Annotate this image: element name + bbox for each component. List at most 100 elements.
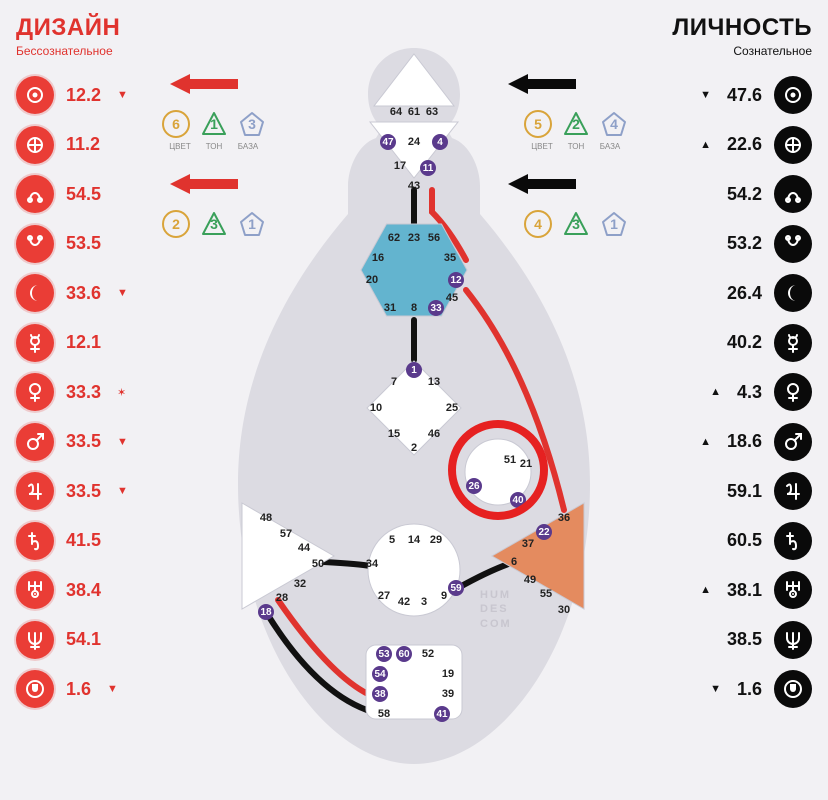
- gate-19: 19: [442, 668, 454, 680]
- gate-41: 41: [434, 706, 450, 722]
- nnode-icon: [16, 175, 54, 213]
- pers-value: 60.5: [727, 530, 762, 551]
- personality-row-pluto: ▼1.6: [662, 670, 812, 708]
- gate-50: 50: [312, 558, 324, 570]
- gate-61: 61: [408, 106, 420, 118]
- ctb-base-badge: 1: [238, 210, 266, 238]
- gate-42: 42: [398, 596, 410, 608]
- moon-icon: [774, 274, 812, 312]
- gate-4: 4: [432, 134, 448, 150]
- gate-8: 8: [411, 302, 417, 314]
- gate-37: 37: [522, 538, 534, 550]
- gate-39: 39: [442, 688, 454, 700]
- gate-6: 6: [511, 556, 517, 568]
- arrow-pers_bot: [508, 172, 576, 196]
- design-planet-list: 12.2▼11.254.553.533.6▼12.133.3✶33.5▼33.5…: [16, 76, 166, 708]
- design-row-nnode: 54.5: [16, 175, 166, 213]
- gate-16: 16: [372, 252, 384, 264]
- gate-64: 64: [390, 106, 402, 118]
- design-marker: ▼: [107, 683, 118, 695]
- personality-row-snode: 53.2: [662, 225, 812, 263]
- design-value: 12.1: [66, 332, 101, 353]
- highlight-ring: [448, 420, 548, 520]
- ctb-base-badge: 4: [600, 110, 628, 138]
- ctb-color-badge: 6: [162, 110, 190, 138]
- pers-value: 4.3: [737, 382, 762, 403]
- ctb-color-badge: 5: [524, 110, 552, 138]
- gate-33: 33: [428, 300, 444, 316]
- personality-row-nnode: 54.2: [662, 175, 812, 213]
- ctb-pers_bot: 431: [524, 210, 628, 238]
- pers-value: 38.5: [727, 629, 762, 650]
- personality-row-earth: ▲22.6: [662, 126, 812, 164]
- personality-row-moon: 26.4: [662, 274, 812, 312]
- ctb-labels: ЦВЕТТОНБАЗА: [166, 142, 262, 151]
- gate-52: 52: [422, 648, 434, 660]
- design-value: 1.6: [66, 679, 91, 700]
- design-value: 33.5: [66, 481, 101, 502]
- sun-icon: [774, 76, 812, 114]
- design-row-neptune: 54.1: [16, 621, 166, 659]
- neptune-icon: [774, 621, 812, 659]
- gate-60: 60: [396, 646, 412, 662]
- gate-47: 47: [380, 134, 396, 150]
- ctb-design_top: 613ЦВЕТТОНБАЗА: [162, 110, 266, 151]
- design-value: 41.5: [66, 530, 101, 551]
- ctb-color-badge: 2: [162, 210, 190, 238]
- gate-55: 55: [540, 588, 552, 600]
- gate-36: 36: [558, 512, 570, 524]
- pers-value: 26.4: [727, 283, 762, 304]
- moon-icon: [16, 274, 54, 312]
- gate-28: 28: [276, 592, 288, 604]
- pers-marker: ▲: [710, 386, 721, 398]
- arrow-design_bot: [170, 172, 238, 196]
- personality-title: ЛИЧНОСТЬ: [662, 14, 812, 42]
- personality-planet-list: ▼47.6▲22.654.253.226.440.2▲4.3▲18.659.16…: [662, 76, 812, 708]
- personality-row-sun: ▼47.6: [662, 76, 812, 114]
- watermark: HUM DES COM: [480, 588, 512, 631]
- personality-row-mars: ▲18.6: [662, 423, 812, 461]
- personality-row-jupiter: 59.1: [662, 472, 812, 510]
- earth-icon: [16, 126, 54, 164]
- gate-38: 38: [372, 686, 388, 702]
- pers-value: 47.6: [727, 85, 762, 106]
- watermark-l3: COM: [480, 617, 512, 631]
- gate-31: 31: [384, 302, 396, 314]
- gate-58: 58: [378, 708, 390, 720]
- design-value: 54.5: [66, 184, 101, 205]
- ctb-tone-badge: 2: [562, 110, 590, 138]
- center-ajna: [368, 120, 460, 180]
- gate-23: 23: [408, 232, 420, 244]
- gate-29: 29: [430, 534, 442, 546]
- gate-25: 25: [446, 402, 458, 414]
- gate-32: 32: [294, 578, 306, 590]
- gate-46: 46: [428, 428, 440, 440]
- pers-value: 53.2: [727, 233, 762, 254]
- personality-row-venus: ▲ 4.3: [662, 373, 812, 411]
- design-row-jupiter: 33.5 ▼: [16, 472, 166, 510]
- gate-20: 20: [366, 274, 378, 286]
- watermark-l1: HUM: [480, 588, 512, 602]
- gate-14: 14: [408, 534, 420, 546]
- design-marker: ▼: [117, 436, 128, 448]
- saturn-icon: [774, 522, 812, 560]
- gate-13: 13: [428, 376, 440, 388]
- design-value: 38.4: [66, 580, 101, 601]
- snode-icon: [16, 225, 54, 263]
- design-row-snode: 53.5: [16, 225, 166, 263]
- ctb-base-badge: 1: [600, 210, 628, 238]
- venus-icon: [16, 373, 54, 411]
- design-value: 11.2: [66, 134, 100, 155]
- gate-54: 54: [372, 666, 388, 682]
- gate-49: 49: [524, 574, 536, 586]
- nnode-icon: [774, 175, 812, 213]
- ctb-design_bot: 231: [162, 210, 266, 238]
- snode-icon: [774, 225, 812, 263]
- personality-row-neptune: 38.5: [662, 621, 812, 659]
- design-subtitle: Бессознательное: [16, 44, 166, 58]
- arrow-pers_top: [508, 72, 576, 96]
- ctb-tone-badge: 1: [200, 110, 228, 138]
- gate-63: 63: [426, 106, 438, 118]
- gate-22: 22: [536, 524, 552, 540]
- design-marker: ▼: [117, 485, 128, 497]
